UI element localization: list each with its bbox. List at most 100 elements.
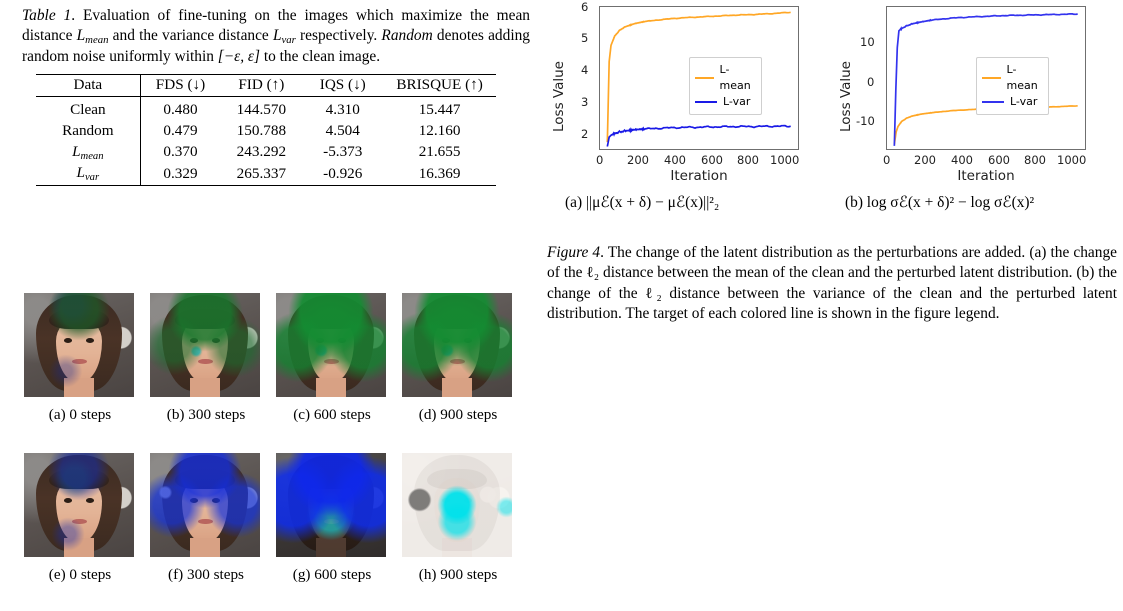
face-image-f bbox=[150, 453, 260, 557]
legend-label-lvar: L-var bbox=[1010, 94, 1038, 108]
table-row: Lmean 0.370 243.292 -5.373 21.655 bbox=[36, 141, 496, 163]
chart-a-ytick-3: 3 bbox=[581, 95, 589, 109]
chart-b-ylabel: Loss Value bbox=[838, 61, 854, 132]
legend-swatch-lmean bbox=[982, 76, 1001, 80]
image-grid-row-1: (a) 0 steps (b) 300 steps (c) 600 steps … bbox=[24, 293, 530, 424]
chart-b-legend: L-mean L-var bbox=[976, 57, 1050, 115]
subcaption-a: (a) ||μℰ(x + δ) − μℰ(x)||²₂ bbox=[565, 194, 720, 211]
cell-lmean-brisque: 21.655 bbox=[418, 143, 461, 161]
table-header-rule bbox=[36, 95, 496, 100]
caption-row-2: (e) 0 steps (f) 300 steps (g) 600 steps … bbox=[24, 566, 530, 584]
legend-entry-lmean: L-mean bbox=[982, 62, 1041, 94]
chart-a-xtick-600: 600 bbox=[701, 153, 723, 167]
table-header-fid: FID (↑) bbox=[220, 74, 303, 97]
table-caption-text-5: to the clean image. bbox=[259, 48, 381, 66]
chart-b-xtick-0: 0 bbox=[883, 153, 891, 167]
image-grid-row-2: (e) 0 steps (f) 300 steps (g) 600 steps … bbox=[24, 453, 530, 584]
legend-label-lmean: L-mean bbox=[719, 63, 751, 92]
face-image-c bbox=[276, 293, 386, 397]
cell-clean-brisque: 15.447 bbox=[418, 101, 461, 119]
face-image-a bbox=[24, 293, 134, 397]
table-caption-text-4: denotes adding random noise uniformly wi… bbox=[22, 27, 530, 66]
table-caption-text-2: and the variance distance bbox=[108, 27, 273, 45]
chart-a-ytick-5: 5 bbox=[581, 31, 589, 45]
table-header-fds: FDS (↓) bbox=[140, 74, 221, 97]
chart-a-ytick-6: 6 bbox=[581, 0, 589, 14]
row-label-clean: Clean bbox=[36, 99, 141, 121]
thumbnail-cell-h bbox=[402, 453, 514, 557]
face-image-g bbox=[276, 453, 386, 557]
row-label-lvar: Lvar bbox=[36, 162, 141, 186]
caption-row-1: (a) 0 steps (b) 300 steps (c) 600 steps … bbox=[24, 406, 530, 424]
thumbnail-caption-e: (e) 0 steps bbox=[48, 566, 112, 583]
thumbnail-cell-c bbox=[276, 293, 388, 397]
chart-b-xtick-1000: 1000 bbox=[1057, 153, 1087, 167]
legend-entry-lvar: L-var bbox=[982, 94, 1041, 110]
figure-caption-label: Figure 4 bbox=[547, 244, 601, 261]
face-image-h bbox=[402, 453, 512, 557]
figure-caption-text: . The change of the latent distribution … bbox=[547, 244, 1117, 322]
cell-random-fds: 0.479 bbox=[163, 121, 198, 139]
legend-label-lmean: L-mean bbox=[1006, 63, 1038, 92]
chart-a-ytick-4: 4 bbox=[581, 63, 589, 77]
cell-lmean-fds: 0.370 bbox=[163, 143, 198, 161]
legend-swatch-lvar bbox=[695, 100, 717, 103]
table-caption-random: Random bbox=[381, 27, 433, 45]
face-image-b bbox=[150, 293, 260, 397]
chart-a-legend: L-mean L-var bbox=[689, 57, 763, 115]
chart-a-svg bbox=[606, 11, 791, 147]
cell-lvar-brisque: 16.369 bbox=[383, 162, 496, 186]
chart-a-xtick-800: 800 bbox=[737, 153, 759, 167]
thumbnail-cell-g bbox=[276, 453, 388, 557]
cell-clean-fds: 0.480 bbox=[163, 101, 198, 119]
cell-clean-fid: 144.570 bbox=[236, 101, 287, 119]
thumbnail-caption-g: (g) 600 steps bbox=[292, 566, 372, 583]
thumbnail-cell-f bbox=[150, 453, 262, 557]
cell-random-iqs: 4.504 bbox=[325, 121, 360, 139]
table-caption: Table 1. Evaluation of fine-tuning on th… bbox=[22, 6, 530, 67]
thumbnail-cell-a bbox=[24, 293, 136, 397]
table-caption-label: Table 1 bbox=[22, 7, 72, 24]
figure-caption: Figure 4. The change of the latent distr… bbox=[547, 243, 1117, 324]
chart-b-ytick-0: 0 bbox=[867, 75, 875, 89]
subcaption-b: (b) log σℰ(x + δ)² − log σℰ(x)² bbox=[845, 194, 1035, 211]
face-image-e bbox=[24, 453, 134, 557]
thumbnail-cell-d bbox=[402, 293, 514, 397]
thumbnail-row bbox=[24, 453, 530, 557]
chart-b-xlabel: Iteration bbox=[957, 168, 1015, 184]
chart-b-ytick-neg10: -10 bbox=[856, 114, 875, 128]
chart-a-plot-area bbox=[599, 6, 799, 150]
thumbnail-caption-d: (d) 900 steps bbox=[418, 406, 498, 423]
table-caption-lmean: L bbox=[76, 27, 86, 45]
chart-a-ylabel: Loss Value bbox=[551, 61, 567, 132]
chart-b-xtick-200: 200 bbox=[914, 153, 936, 167]
chart-b-xtick-600: 600 bbox=[988, 153, 1010, 167]
legend-swatch-lmean bbox=[695, 76, 714, 80]
chart-a-ytick-2: 2 bbox=[581, 127, 589, 141]
cell-random-brisque: 12.160 bbox=[418, 121, 461, 139]
face-image-d bbox=[402, 293, 512, 397]
table-caption-epsilon-range: [−ε, ε] bbox=[217, 48, 260, 66]
right-column: Loss Value 6 5 4 3 2 0 200 400 600 8 bbox=[545, 0, 1123, 322]
left-column: Table 1. Evaluation of fine-tuning on th… bbox=[22, 6, 530, 583]
thumbnail-caption-h: (h) 900 steps bbox=[418, 566, 498, 583]
cell-lmean-iqs: -5.373 bbox=[323, 143, 363, 161]
cell-random-fid: 150.788 bbox=[236, 121, 287, 139]
legend-entry-lmean: L-mean bbox=[695, 62, 754, 94]
thumbnail-cell-b bbox=[150, 293, 262, 397]
legend-label-lvar: L-var bbox=[723, 94, 751, 108]
chart-b-ytick-10: 10 bbox=[860, 35, 875, 49]
chart-a-xtick-400: 400 bbox=[664, 153, 686, 167]
cell-clean-iqs: 4.310 bbox=[325, 101, 360, 119]
chart-a-xtick-200: 200 bbox=[627, 153, 649, 167]
cell-lvar-iqs: -0.926 bbox=[302, 162, 384, 186]
table-header-brisque: BRISQUE (↑) bbox=[383, 74, 496, 97]
row-label-random: Random bbox=[36, 120, 141, 142]
thumbnail-caption-f: (f) 300 steps bbox=[168, 566, 244, 583]
table-row: Lvar 0.329 265.337 -0.926 16.369 bbox=[36, 162, 496, 186]
table-header-row: Data FDS (↓) FID (↑) IQS (↓) BRISQUE (↑) bbox=[36, 74, 496, 97]
chart-b-xtick-800: 800 bbox=[1024, 153, 1046, 167]
table-caption-lvar: L bbox=[272, 27, 282, 45]
table-header-iqs: IQS (↓) bbox=[302, 74, 384, 97]
table-caption-lmean-sub: mean bbox=[85, 34, 109, 47]
